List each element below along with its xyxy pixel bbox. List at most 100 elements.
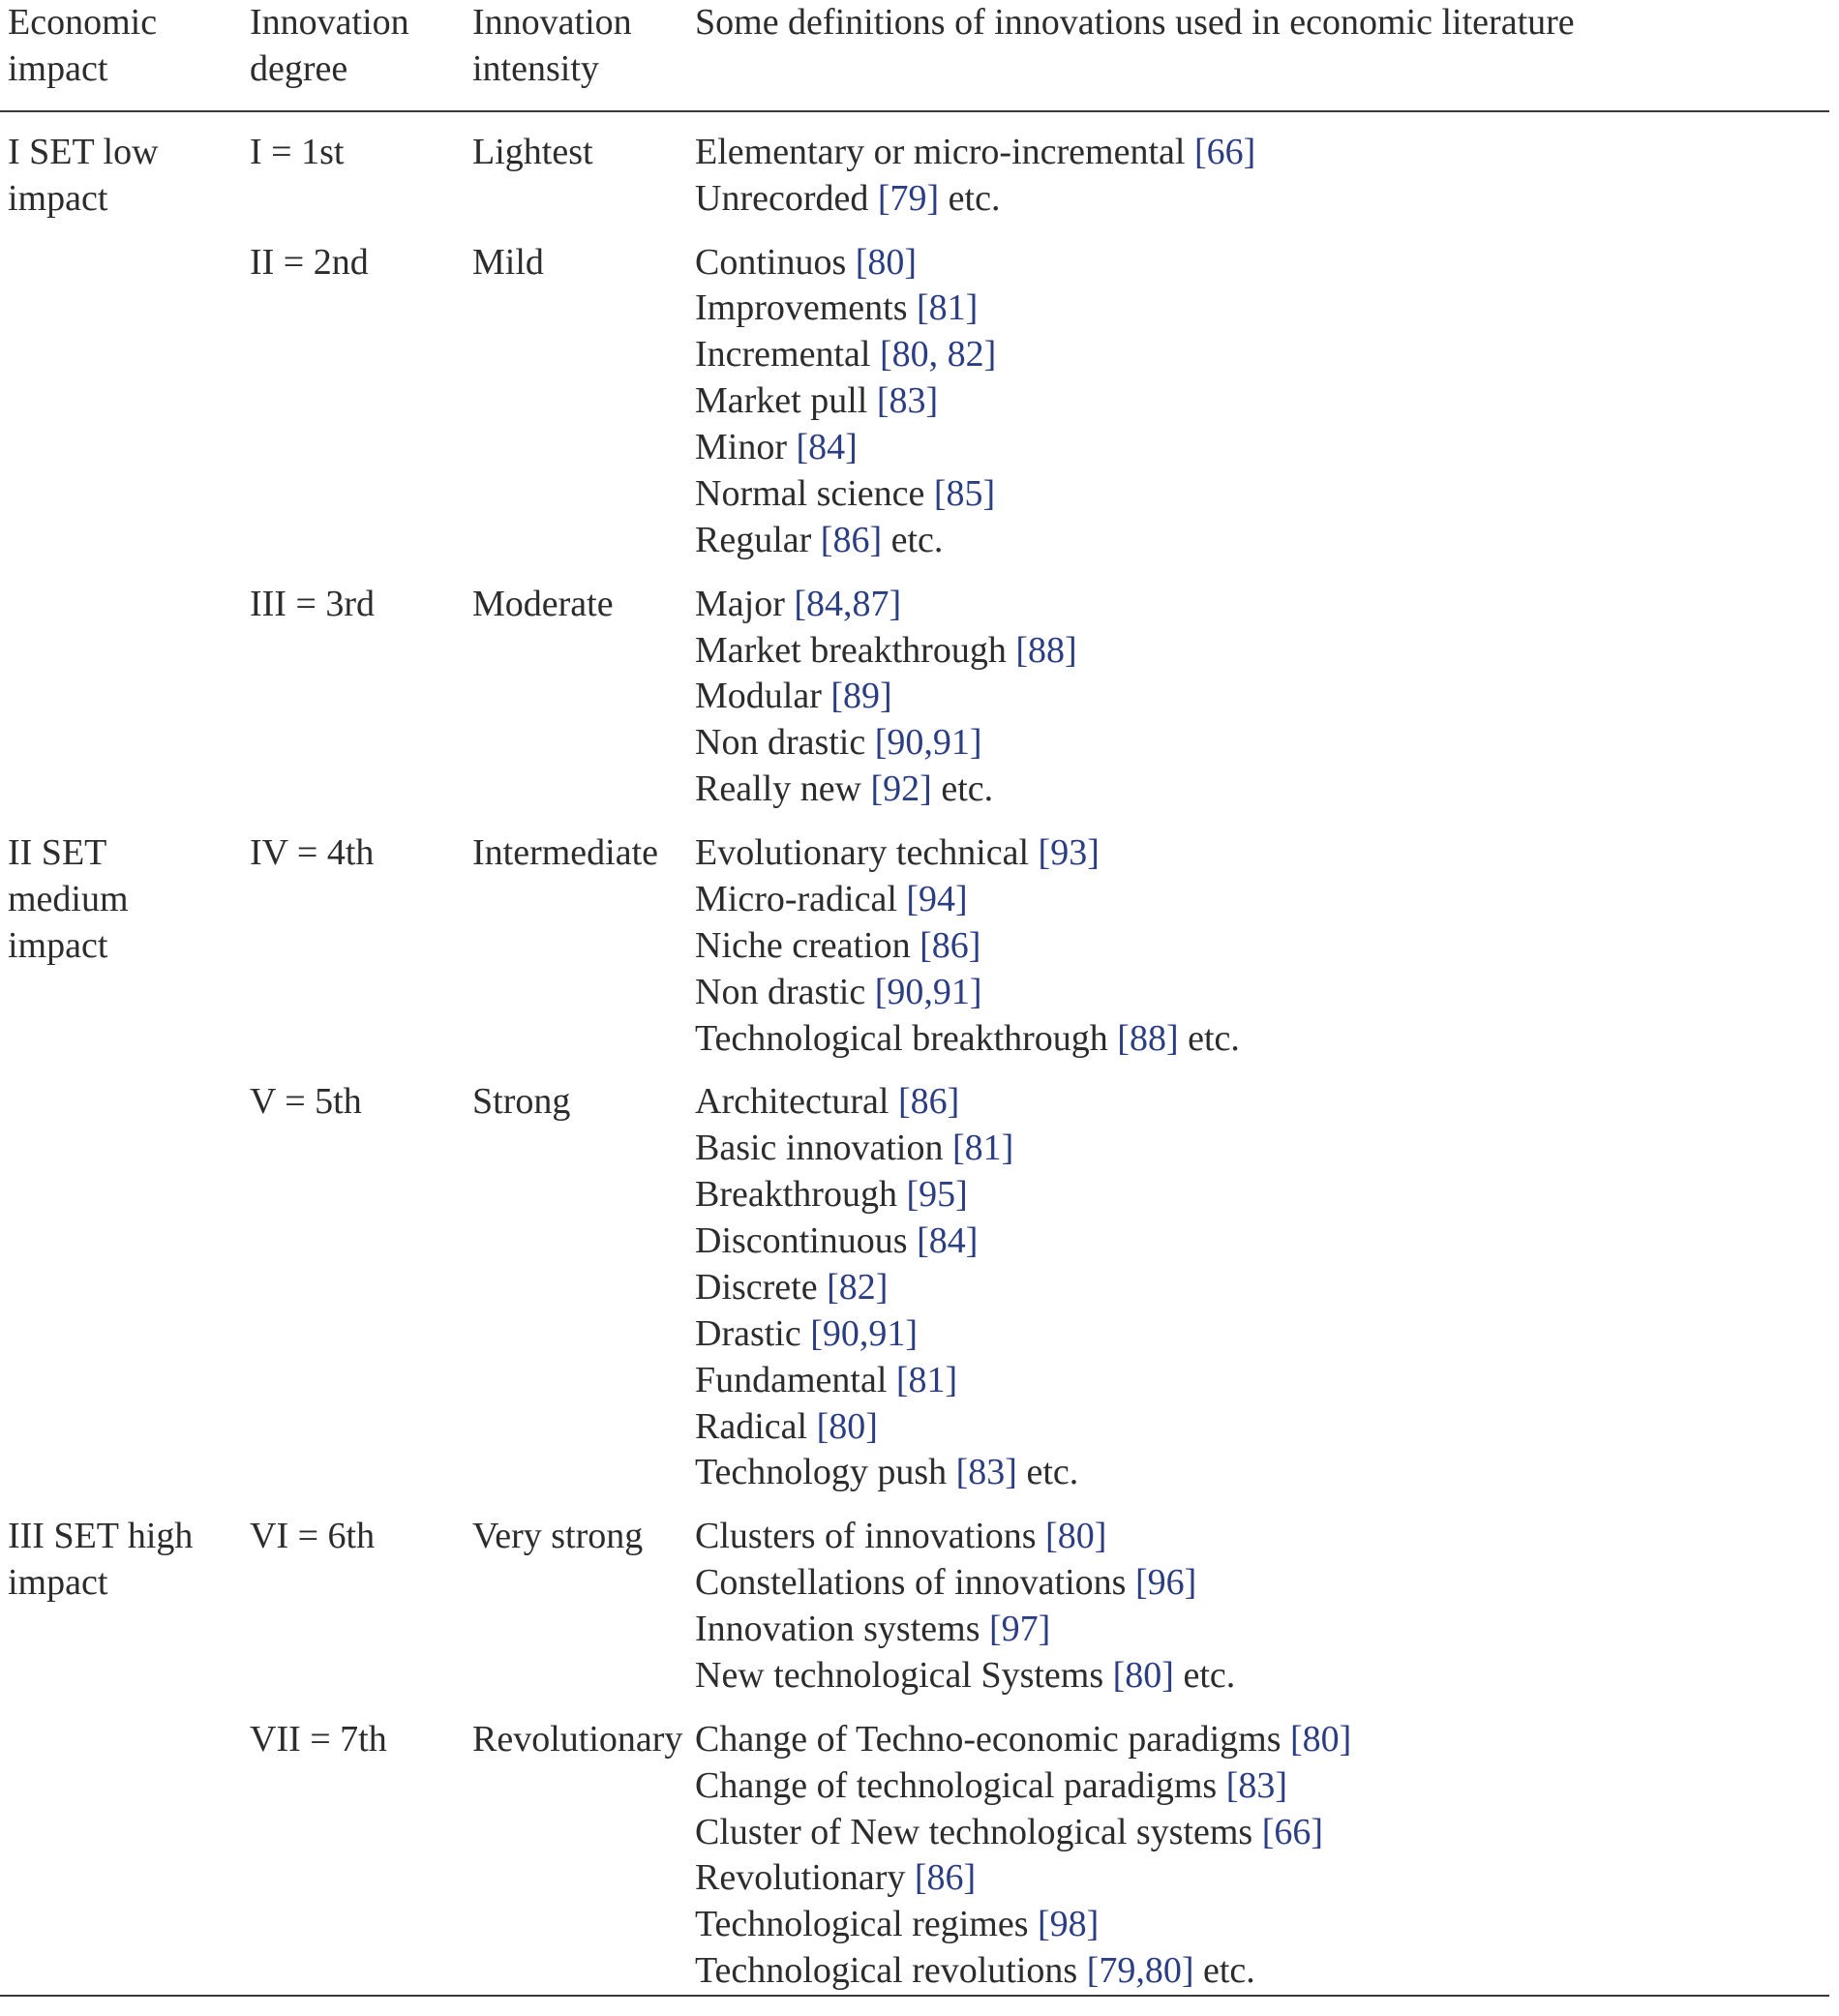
definition-text: Unrecorded (695, 178, 878, 219)
definition-line: Discrete [82] (695, 1265, 1822, 1311)
citation-ref: [88] (1015, 630, 1076, 671)
definition-line: Incremental [80, 82] (695, 332, 1822, 378)
definition-text: Elementary or micro-incremental (695, 132, 1194, 172)
definition-line: Market pull [83] (695, 378, 1822, 425)
citation-ref: [80] (1290, 1719, 1351, 1760)
citation-ref: [86] (898, 1081, 959, 1122)
citation-ref: [83] (877, 380, 938, 421)
citation-ref: [80] (1113, 1655, 1174, 1696)
definition-text: Innovation systems (695, 1609, 989, 1649)
definition-text: Continuos (695, 242, 856, 283)
citation-ref: [82] (827, 1267, 888, 1308)
cell-definitions: Evolutionary technical [93]Micro-radical… (687, 813, 1829, 1062)
definition-line: Change of Techno-economic paradigms [80] (695, 1717, 1822, 1763)
definition-text: Fundamental (695, 1360, 896, 1400)
citation-ref: [79,80] (1087, 1950, 1194, 1991)
definition-line: Technological regimes [98] (695, 1902, 1822, 1948)
definition-text: Micro-radical (695, 879, 906, 919)
cell-innovation-degree: I = 1st (242, 112, 465, 223)
table-row: I SET low impactI = 1stLightestElementar… (0, 112, 1829, 223)
citation-ref: [80] (1045, 1516, 1106, 1556)
definition-text: Modular (695, 676, 830, 716)
definition-tail: etc. (1174, 1655, 1235, 1696)
definition-text: New technological Systems (695, 1655, 1113, 1696)
citation-ref: [83] (956, 1452, 1017, 1492)
citation-ref: [96] (1135, 1562, 1196, 1603)
definition-line: Cluster of New technological systems [66… (695, 1810, 1822, 1856)
definition-text: Market breakthrough (695, 630, 1015, 671)
citation-ref: [97] (989, 1609, 1050, 1649)
citation-ref: [85] (934, 473, 995, 514)
definition-line: Breakthrough [95] (695, 1172, 1822, 1219)
definition-line: Non drastic [90,91] (695, 970, 1822, 1016)
definition-text: Revolutionary (695, 1857, 915, 1898)
cell-definitions: Elementary or micro-incremental [66]Unre… (687, 112, 1829, 223)
definition-line: Technology push [83] etc. (695, 1450, 1822, 1496)
cell-economic-impact: I SET low impact (0, 112, 242, 223)
definition-tail: etc. (1017, 1452, 1078, 1492)
citation-ref: [90,91] (875, 972, 982, 1012)
cell-definitions: Clusters of innovations [80]Constellatio… (687, 1496, 1829, 1700)
col-header-innovation-intensity: Innovation intensity (465, 0, 687, 110)
citation-ref: [84] (917, 1220, 978, 1261)
definition-line: Regular [86] etc. (695, 518, 1822, 564)
table-row: III SET high impactVI = 6thVery strongCl… (0, 1496, 1829, 1700)
cell-innovation-intensity: Lightest (465, 112, 687, 223)
table-body: I SET low impactI = 1stLightestElementar… (0, 112, 1829, 1995)
definition-text: Technology push (695, 1452, 956, 1492)
definition-text: Clusters of innovations (695, 1516, 1045, 1556)
table-header-row: Economic impact Innovation degree Innova… (0, 0, 1829, 110)
definition-text: Technological breakthrough (695, 1018, 1117, 1059)
citation-ref: [86] (920, 925, 980, 966)
citation-ref: [83] (1226, 1765, 1287, 1806)
definition-text: Basic innovation (695, 1128, 952, 1168)
definition-line: Change of technological paradigms [83] (695, 1763, 1822, 1810)
definition-text: Radical (695, 1406, 817, 1447)
definition-text: Non drastic (695, 972, 875, 1012)
definition-line: Normal science [85] (695, 471, 1822, 518)
citation-ref: [81] (952, 1128, 1013, 1168)
citation-ref: [89] (830, 676, 891, 716)
col-header-definitions: Some definitions of innovations used in … (687, 0, 1829, 110)
citation-ref: [80] (856, 242, 917, 283)
definition-line: New technological Systems [80] etc. (695, 1653, 1822, 1700)
definition-text: Major (695, 584, 794, 624)
citation-ref: [86] (821, 520, 882, 560)
definition-line: Basic innovation [81] (695, 1126, 1822, 1172)
definition-line: Discontinuous [84] (695, 1219, 1822, 1265)
definition-line: Modular [89] (695, 674, 1822, 720)
table-row: V = 5thStrongArchitectural [86]Basic inn… (0, 1062, 1829, 1496)
cell-innovation-intensity: Very strong (465, 1496, 687, 1700)
cell-economic-impact: II SET medium impact (0, 813, 242, 1062)
definition-line: Continuos [80] (695, 240, 1822, 286)
definition-text: Incremental (695, 334, 880, 375)
citation-ref: [90,91] (810, 1313, 918, 1354)
cell-economic-impact (0, 1062, 242, 1496)
definition-line: Non drastic [90,91] (695, 720, 1822, 767)
definition-text: Normal science (695, 473, 934, 514)
citation-ref: [80] (817, 1406, 878, 1447)
citation-ref: [86] (915, 1857, 976, 1898)
definition-text: Cluster of New technological systems (695, 1812, 1262, 1852)
cell-innovation-degree: V = 5th (242, 1062, 465, 1496)
cell-innovation-degree: III = 3rd (242, 564, 465, 813)
cell-economic-impact (0, 223, 242, 564)
definition-tail: etc. (1194, 1950, 1255, 1991)
citation-ref: [81] (917, 287, 978, 328)
cell-innovation-intensity: Mild (465, 223, 687, 564)
definition-line: Elementary or micro-incremental [66] (695, 130, 1822, 176)
citation-ref: [92] (871, 768, 932, 809)
cell-innovation-intensity: Moderate (465, 564, 687, 813)
definition-line: Revolutionary [86] (695, 1855, 1822, 1902)
definition-line: Evolutionary technical [93] (695, 830, 1822, 877)
definition-text: Really new (695, 768, 871, 809)
definition-text: Discrete (695, 1267, 827, 1308)
table-row: II = 2ndMildContinuos [80]Improvements [… (0, 223, 1829, 564)
definition-tail: etc. (882, 520, 943, 560)
definition-line: Technological revolutions [79,80] etc. (695, 1948, 1822, 1995)
definition-line: Radical [80] (695, 1404, 1822, 1451)
citation-ref: [94] (906, 879, 967, 919)
definition-line: Market breakthrough [88] (695, 628, 1822, 675)
cell-innovation-intensity: Intermediate (465, 813, 687, 1062)
definition-text: Discontinuous (695, 1220, 917, 1261)
